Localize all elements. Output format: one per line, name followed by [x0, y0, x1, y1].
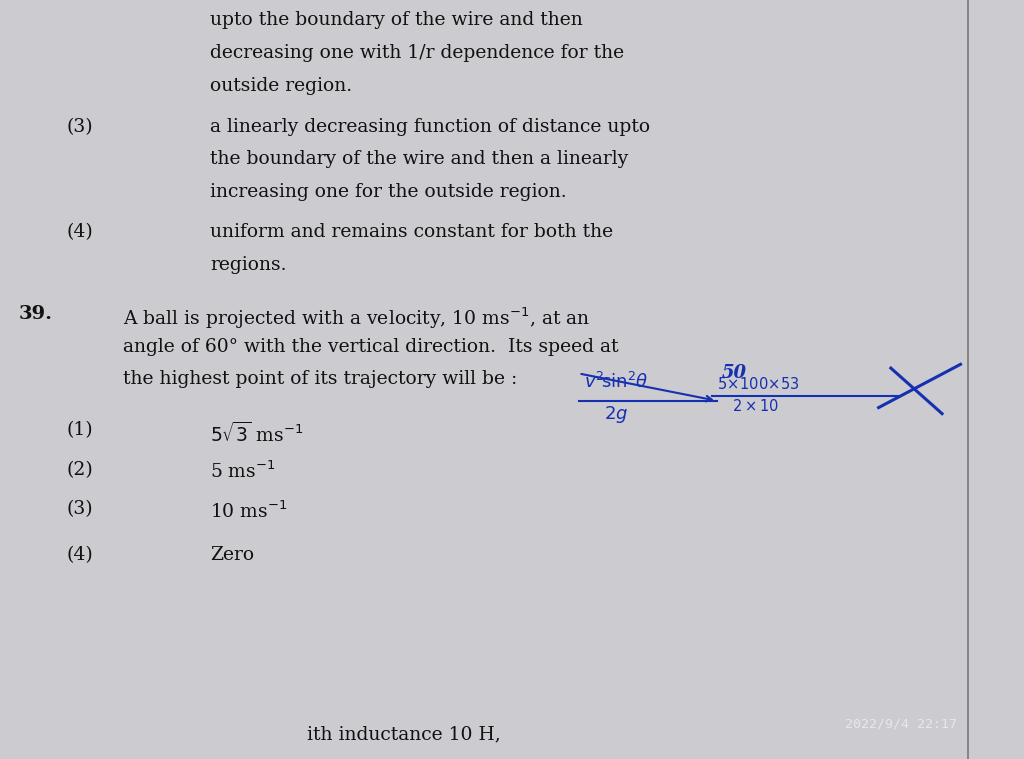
- Text: the highest point of its trajectory will be :: the highest point of its trajectory will…: [123, 370, 517, 389]
- Text: Zero: Zero: [210, 546, 254, 565]
- Text: (3): (3): [67, 118, 93, 136]
- Text: $2g$: $2g$: [604, 404, 629, 425]
- Text: (4): (4): [67, 223, 93, 241]
- Text: outside region.: outside region.: [210, 77, 352, 95]
- Text: A ball is projected with a velocity, 10 ms$^{-1}$, at an: A ball is projected with a velocity, 10 …: [123, 305, 590, 331]
- Text: $2\times10$: $2\times10$: [732, 398, 779, 414]
- Text: 2022/9/4 22:17: 2022/9/4 22:17: [846, 717, 957, 730]
- Text: $v^2\!\sin^2\!\theta$: $v^2\!\sin^2\!\theta$: [584, 372, 648, 392]
- Text: the boundary of the wire and then a linearly: the boundary of the wire and then a line…: [210, 150, 628, 168]
- Text: uniform and remains constant for both the: uniform and remains constant for both th…: [210, 223, 613, 241]
- Text: 5 ms$^{-1}$: 5 ms$^{-1}$: [210, 461, 275, 482]
- Text: upto the boundary of the wire and then: upto the boundary of the wire and then: [210, 11, 583, 30]
- Text: (1): (1): [67, 421, 93, 439]
- Text: 39.: 39.: [18, 305, 52, 323]
- Text: angle of 60° with the vertical direction.  Its speed at: angle of 60° with the vertical direction…: [123, 338, 618, 356]
- Text: $5\sqrt{3}$ ms$^{-1}$: $5\sqrt{3}$ ms$^{-1}$: [210, 421, 303, 446]
- Text: (4): (4): [67, 546, 93, 565]
- Text: 50: 50: [722, 364, 746, 383]
- Text: increasing one for the outside region.: increasing one for the outside region.: [210, 183, 566, 201]
- Text: a linearly decreasing function of distance upto: a linearly decreasing function of distan…: [210, 118, 650, 136]
- Text: (2): (2): [67, 461, 93, 479]
- Text: 10 ms$^{-1}$: 10 ms$^{-1}$: [210, 500, 288, 521]
- Text: regions.: regions.: [210, 256, 287, 274]
- Text: ith inductance 10 H,: ith inductance 10 H,: [307, 726, 501, 744]
- Text: decreasing one with 1/r dependence for the: decreasing one with 1/r dependence for t…: [210, 44, 624, 62]
- Text: $5\!\times\!100\!\times\!53$: $5\!\times\!100\!\times\!53$: [717, 376, 800, 392]
- Text: (3): (3): [67, 500, 93, 518]
